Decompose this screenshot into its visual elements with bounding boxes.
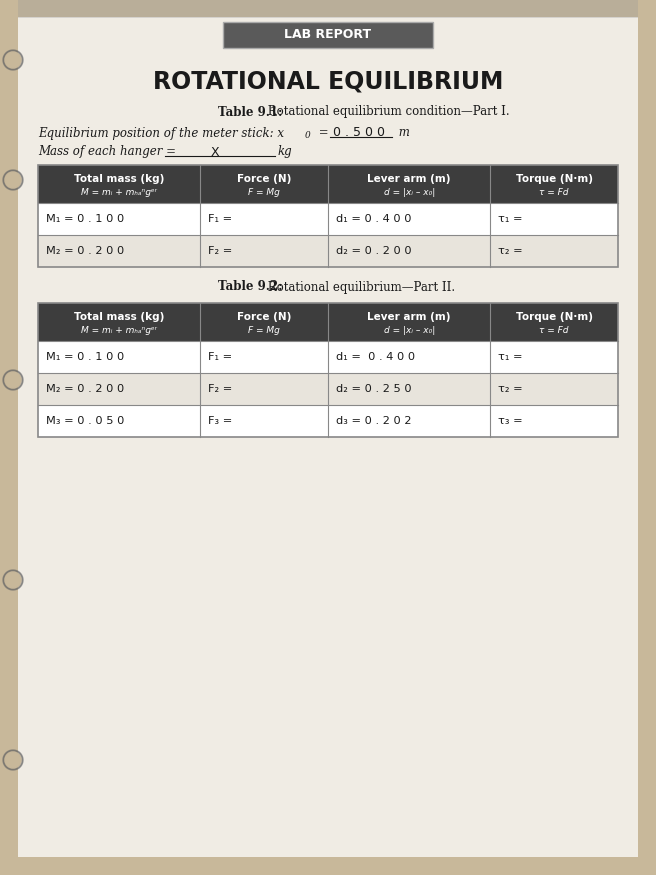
Circle shape xyxy=(5,172,21,188)
Circle shape xyxy=(3,750,23,770)
Text: Rotational equilibrium—Part II.: Rotational equilibrium—Part II. xyxy=(264,281,455,293)
Bar xyxy=(200,405,328,437)
Text: Force (N): Force (N) xyxy=(237,312,291,322)
Circle shape xyxy=(3,170,23,190)
Bar xyxy=(491,341,618,373)
Text: M₁ = 0 . 1 0 0: M₁ = 0 . 1 0 0 xyxy=(46,352,124,362)
Text: τ = Fd: τ = Fd xyxy=(539,326,569,335)
Text: Torque (N·m): Torque (N·m) xyxy=(516,173,593,184)
Text: Equilibrium position of the meter stick: x: Equilibrium position of the meter stick:… xyxy=(38,127,284,139)
Text: F₁ =: F₁ = xyxy=(209,214,232,224)
Text: M₃ = 0 . 0 5 0: M₃ = 0 . 0 5 0 xyxy=(46,416,125,426)
Bar xyxy=(491,235,618,267)
Text: LAB REPORT: LAB REPORT xyxy=(285,29,371,41)
Text: M₂ = 0 . 2 0 0: M₂ = 0 . 2 0 0 xyxy=(46,384,124,394)
Text: M = mᵢ + mₕₐⁿɡᵉʳ: M = mᵢ + mₕₐⁿɡᵉʳ xyxy=(81,326,157,335)
Text: d₁ =  0 . 4 0 0: d₁ = 0 . 4 0 0 xyxy=(336,352,415,362)
Text: τ₁ =: τ₁ = xyxy=(499,214,523,224)
Text: Table 9.2:: Table 9.2: xyxy=(218,281,283,293)
Bar xyxy=(18,0,638,18)
Bar xyxy=(328,373,491,405)
Text: Torque (N·m): Torque (N·m) xyxy=(516,312,593,322)
Bar xyxy=(38,303,200,341)
Text: F₂ =: F₂ = xyxy=(209,384,233,394)
Bar xyxy=(328,405,491,437)
Bar xyxy=(38,373,200,405)
Bar xyxy=(200,373,328,405)
Text: =: = xyxy=(315,127,333,139)
Text: Total mass (kg): Total mass (kg) xyxy=(74,173,165,184)
Text: F₁ =: F₁ = xyxy=(209,352,232,362)
Bar xyxy=(38,303,618,437)
Bar xyxy=(491,373,618,405)
Bar xyxy=(38,405,200,437)
Text: 0 . 5 0 0: 0 . 5 0 0 xyxy=(333,127,385,139)
Text: Force (N): Force (N) xyxy=(237,173,291,184)
Bar xyxy=(491,203,618,235)
Text: d₂ = 0 . 2 0 0: d₂ = 0 . 2 0 0 xyxy=(336,246,411,256)
Text: M = mᵢ + mₕₐⁿɡᵉʳ: M = mᵢ + mₕₐⁿɡᵉʳ xyxy=(81,188,157,197)
Circle shape xyxy=(5,752,21,768)
Bar xyxy=(223,22,433,48)
Text: F = Mg: F = Mg xyxy=(248,326,280,335)
Circle shape xyxy=(3,370,23,390)
Bar xyxy=(328,203,491,235)
Bar xyxy=(491,405,618,437)
Text: Total mass (kg): Total mass (kg) xyxy=(74,312,165,322)
FancyBboxPatch shape xyxy=(18,17,638,857)
Text: M₁ = 0 . 1 0 0: M₁ = 0 . 1 0 0 xyxy=(46,214,124,224)
Text: τ₁ =: τ₁ = xyxy=(499,352,523,362)
Bar xyxy=(328,235,491,267)
Text: Table 9.1:: Table 9.1: xyxy=(218,106,282,118)
Circle shape xyxy=(5,52,21,68)
Text: τ₂ =: τ₂ = xyxy=(499,246,523,256)
Text: d₁ = 0 . 4 0 0: d₁ = 0 . 4 0 0 xyxy=(336,214,411,224)
Text: d = |xᵢ – x₀|: d = |xᵢ – x₀| xyxy=(384,188,435,197)
Bar xyxy=(491,165,618,203)
Bar xyxy=(200,341,328,373)
Circle shape xyxy=(3,570,23,590)
Text: X: X xyxy=(211,145,219,158)
Text: d₃ = 0 . 2 0 2: d₃ = 0 . 2 0 2 xyxy=(336,416,411,426)
Text: ROTATIONAL EQUILIBRIUM: ROTATIONAL EQUILIBRIUM xyxy=(153,70,503,94)
Bar xyxy=(491,303,618,341)
Bar xyxy=(200,303,328,341)
Text: d = |xᵢ – x₀|: d = |xᵢ – x₀| xyxy=(384,326,435,335)
Bar xyxy=(200,203,328,235)
Bar xyxy=(38,235,200,267)
Circle shape xyxy=(5,372,21,388)
Text: τ₂ =: τ₂ = xyxy=(499,384,523,394)
Text: d₂ = 0 . 2 5 0: d₂ = 0 . 2 5 0 xyxy=(336,384,411,394)
Text: τ = Fd: τ = Fd xyxy=(539,188,569,197)
Circle shape xyxy=(5,572,21,588)
Text: τ₃ =: τ₃ = xyxy=(499,416,523,426)
Bar xyxy=(328,303,491,341)
Bar xyxy=(38,341,200,373)
Bar xyxy=(38,165,618,267)
Bar xyxy=(38,203,200,235)
Text: m: m xyxy=(395,127,410,139)
Text: F₂ =: F₂ = xyxy=(209,246,233,256)
Text: M₂ = 0 . 2 0 0: M₂ = 0 . 2 0 0 xyxy=(46,246,124,256)
Text: Rotational equilibrium condition—Part I.: Rotational equilibrium condition—Part I. xyxy=(264,106,510,118)
Circle shape xyxy=(3,50,23,70)
Text: kg: kg xyxy=(278,145,293,158)
Text: F₃ =: F₃ = xyxy=(209,416,233,426)
Text: Mass of each hanger =: Mass of each hanger = xyxy=(38,145,180,158)
Bar xyxy=(38,165,200,203)
Bar xyxy=(200,165,328,203)
Bar xyxy=(200,235,328,267)
Bar xyxy=(328,165,491,203)
Text: Lever arm (m): Lever arm (m) xyxy=(367,173,451,184)
Text: F = Mg: F = Mg xyxy=(248,188,280,197)
Text: 0: 0 xyxy=(305,131,311,141)
Bar xyxy=(328,341,491,373)
Text: Lever arm (m): Lever arm (m) xyxy=(367,312,451,322)
